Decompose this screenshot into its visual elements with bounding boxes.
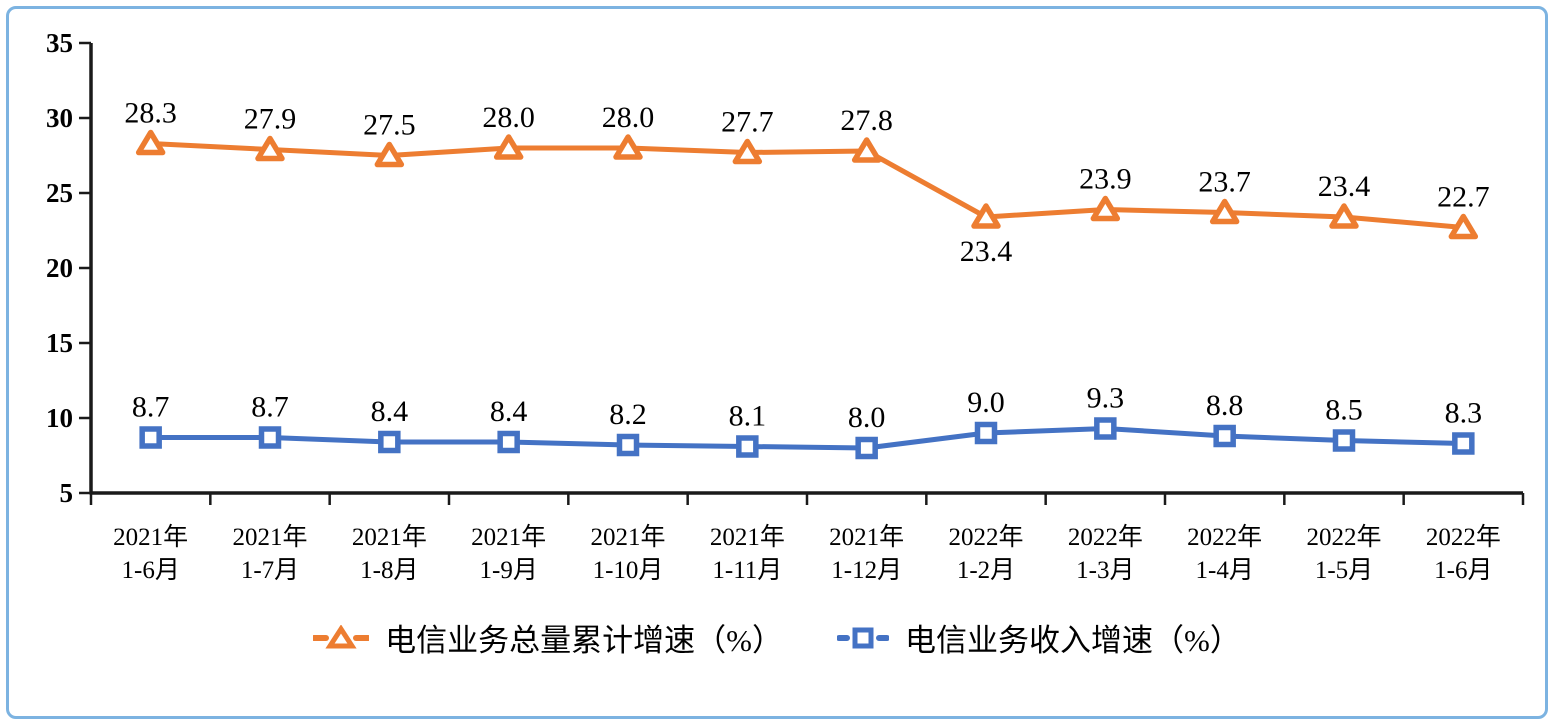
data-point-label: 8.5 — [1325, 394, 1363, 427]
x-axis-category-label: 2022年 — [948, 523, 1023, 551]
x-axis-category-label: 1-6月 — [1434, 557, 1492, 584]
triangle-series-legend-icon — [313, 624, 370, 648]
x-axis-category-label: 2021年 — [352, 523, 427, 551]
data-point-label: 28.0 — [482, 101, 535, 134]
legend-label-revenue-growth: 电信业务收入增速（%） — [905, 623, 1241, 658]
x-axis-category-label: 1-7月 — [241, 557, 299, 584]
data-point-marker-triangle — [135, 129, 166, 156]
y-axis-tick-label: 25 — [46, 178, 73, 208]
data-point-marker-triangle — [1329, 203, 1359, 229]
x-axis-category-label: 2021年 — [590, 523, 665, 551]
y-axis-tick-label: 15 — [46, 328, 73, 358]
data-point-label: 27.7 — [721, 106, 774, 139]
data-point-marker-square — [616, 433, 640, 457]
data-point-marker-square — [974, 421, 998, 445]
line-chart: 5 10 15 20 25 30 35 2021年 1-6月 2021年 1-7月 2021年 1-8月… — [46, 28, 1525, 584]
data-point-label: 27.8 — [840, 104, 893, 137]
data-point-marker-triangle — [851, 137, 882, 163]
data-point-marker-square — [855, 436, 878, 460]
x-axis-category-label: 2022年 — [1187, 523, 1262, 551]
data-point-label: 8.7 — [251, 391, 289, 424]
data-point-label: 28.3 — [124, 97, 177, 130]
series-line-1 — [148, 426, 1466, 451]
x-axis-category-label: 1-3月 — [1076, 557, 1134, 584]
data-point-label: 23.9 — [1079, 163, 1132, 196]
data-point-label: 28.0 — [602, 101, 655, 134]
data-point-label: 9.3 — [1087, 382, 1125, 415]
legend-item-revenue-growth: 电信业务收入增速（%） — [837, 615, 1241, 660]
data-point-label: 27.5 — [363, 109, 416, 142]
chart-legend: 电信业务总量累计增速（%） 电信业务收入增速（%） — [9, 615, 1545, 660]
data-point-label: 8.1 — [729, 400, 767, 433]
data-point-label: 8.8 — [1206, 389, 1244, 422]
data-point-marker-square — [139, 426, 162, 449]
data-point-label: 23.4 — [960, 235, 1013, 268]
x-axis-category-label: 2021年 — [471, 523, 546, 551]
y-axis-tick-label: 10 — [46, 403, 73, 433]
y-axis-tick-label: 5 — [60, 478, 74, 508]
series-line-0 — [148, 141, 1466, 230]
x-axis-category-label: 1-9月 — [480, 557, 538, 584]
x-axis-category-label: 1-8月 — [360, 557, 418, 584]
data-point-marker-triangle — [493, 134, 524, 160]
data-point-marker-triangle — [1209, 198, 1240, 225]
x-axis-category-label: 2022年 — [1306, 523, 1381, 551]
x-axis-category-label: 1-12月 — [831, 557, 902, 584]
data-point-marker-square — [497, 430, 520, 454]
x-axis-category-label: 1-2月 — [957, 557, 1015, 584]
data-point-marker-square — [1452, 432, 1475, 455]
data-point-marker-square — [1213, 424, 1236, 448]
data-point-marker-square — [1094, 417, 1117, 440]
x-axis-category-label: 1-6月 — [122, 557, 180, 584]
x-axis-category-label: 2022年 — [1426, 523, 1501, 551]
x-axis-category-label: 2021年 — [829, 523, 904, 551]
x-axis-category-label: 1-5月 — [1315, 557, 1373, 584]
data-point-marker-triangle — [613, 134, 643, 160]
data-point-label: 8.0 — [848, 401, 886, 434]
data-point-marker-triangle — [1090, 195, 1121, 222]
data-point-label: 22.7 — [1437, 181, 1490, 214]
legend-item-total-volume-growth: 电信业务总量累计增速（%） — [313, 615, 783, 660]
data-point-label: 8.4 — [371, 395, 409, 428]
x-axis-category-label: 1-11月 — [712, 557, 782, 584]
data-point-label: 8.2 — [609, 398, 647, 431]
data-point-label: 8.4 — [490, 395, 528, 428]
x-axis-category-label: 2021年 — [232, 523, 307, 551]
data-point-label: 23.4 — [1318, 170, 1371, 203]
square-series-legend-icon — [837, 627, 889, 648]
x-axis-category-label: 2022年 — [1068, 523, 1143, 551]
x-axis-category-label: 2021年 — [113, 523, 188, 551]
y-axis-tick-label: 30 — [46, 103, 73, 133]
data-point-label: 23.7 — [1198, 166, 1251, 199]
data-point-label: 8.7 — [132, 391, 170, 424]
y-axis-tick-label: 35 — [46, 28, 73, 58]
legend-label-total-volume-growth: 电信业务总量累计增速（%） — [385, 623, 783, 658]
data-point-marker-triangle — [374, 141, 405, 168]
data-point-marker-square — [1332, 429, 1356, 452]
data-point-label: 8.3 — [1445, 397, 1483, 430]
data-point-marker-square — [736, 435, 759, 458]
data-point-marker-triangle — [255, 135, 285, 162]
data-point-marker-triangle — [971, 203, 1001, 229]
x-axis-category-label: 1-4月 — [1196, 557, 1254, 584]
data-point-label: 27.9 — [244, 103, 297, 136]
data-point-label: 9.0 — [967, 386, 1005, 419]
data-point-marker-triangle — [732, 138, 763, 165]
x-axis-category-label: 1-10月 — [593, 557, 664, 584]
y-axis-tick-label: 20 — [46, 253, 73, 283]
x-axis-category-label: 2021年 — [710, 523, 785, 551]
data-point-marker-triangle — [1448, 213, 1479, 240]
chart-panel: 5 10 15 20 25 30 35 2021年 1-6月 2021年 1-7月 2021年 1-8月… — [6, 6, 1548, 719]
data-point-marker-square — [258, 426, 282, 449]
data-point-marker-square — [378, 430, 401, 454]
